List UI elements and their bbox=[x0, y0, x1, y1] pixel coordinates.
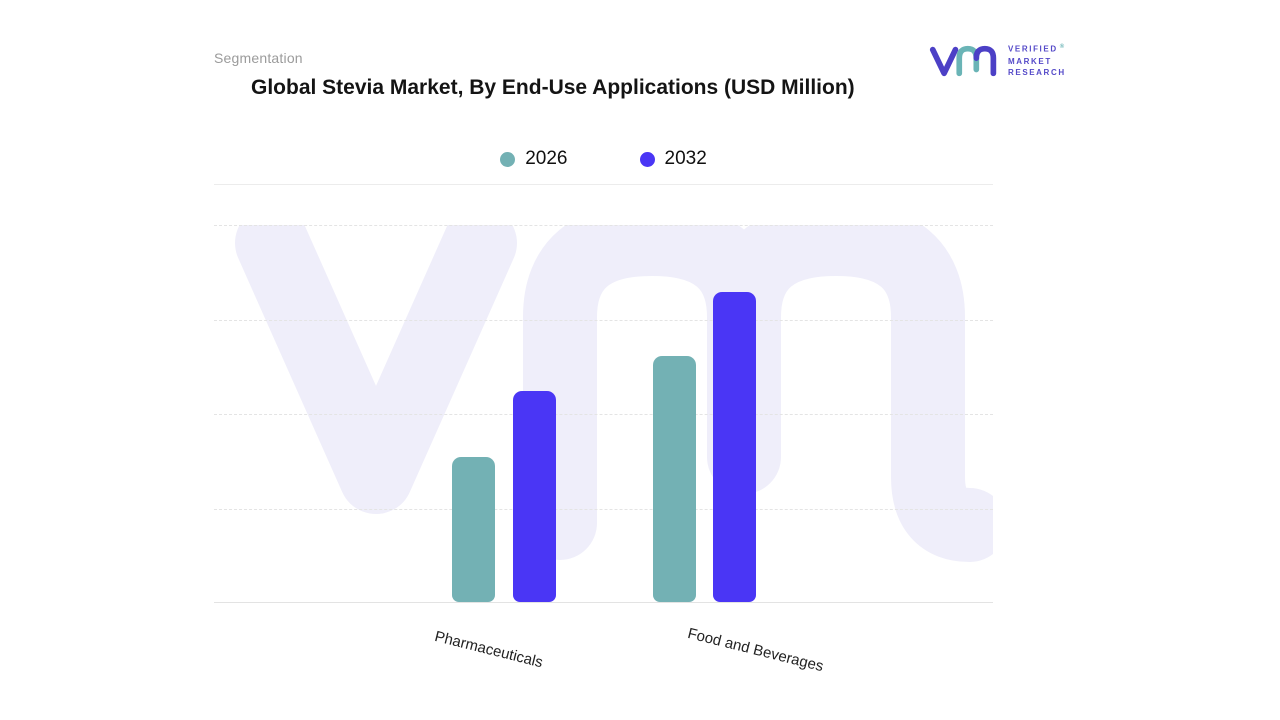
legend-label-2032: 2032 bbox=[664, 148, 707, 169]
bar-2032-food-and-beverages bbox=[713, 292, 756, 602]
bar-2026-food-and-beverages bbox=[653, 356, 696, 602]
logo-line-market: MARKET bbox=[1008, 56, 1052, 66]
x-label-food-and-beverages: Food and Beverages bbox=[685, 625, 826, 676]
registered-mark: ® bbox=[1059, 44, 1065, 51]
legend-swatch-2026 bbox=[500, 151, 516, 167]
vmr-logo-mark-icon bbox=[929, 45, 997, 77]
header-divider bbox=[214, 184, 993, 185]
bar-2032-pharmaceuticals bbox=[513, 391, 556, 602]
x-label-pharmaceuticals: Pharmaceuticals bbox=[432, 628, 545, 672]
chart-legend: 2026 2032 bbox=[214, 148, 993, 170]
chart-title: Global Stevia Market, By End-Use Applica… bbox=[251, 76, 855, 99]
legend-label-2026: 2026 bbox=[525, 148, 568, 169]
eyebrow-label: Segmentation bbox=[214, 50, 303, 66]
logo-line-research: RESEARCH bbox=[1008, 68, 1066, 78]
bar-2026-pharmaceuticals bbox=[452, 457, 495, 602]
vmr-logo-text: VERIFIED ® MARKET RESEARCH bbox=[1008, 43, 1066, 78]
gridline-300 bbox=[214, 319, 993, 321]
gridline-400 bbox=[214, 225, 993, 226]
gridline-100 bbox=[214, 508, 993, 510]
legend-item-2032: 2032 bbox=[639, 148, 707, 170]
legend-item-2026: 2026 bbox=[500, 148, 568, 170]
legend-swatch-2032 bbox=[639, 151, 655, 167]
gridline-200 bbox=[214, 414, 993, 415]
x-axis-baseline bbox=[214, 601, 993, 603]
vmr-logo: VERIFIED ® MARKET RESEARCH bbox=[928, 40, 1066, 82]
logo-line-verified: VERIFIED ® bbox=[1008, 44, 1065, 54]
plot-area bbox=[214, 225, 993, 603]
